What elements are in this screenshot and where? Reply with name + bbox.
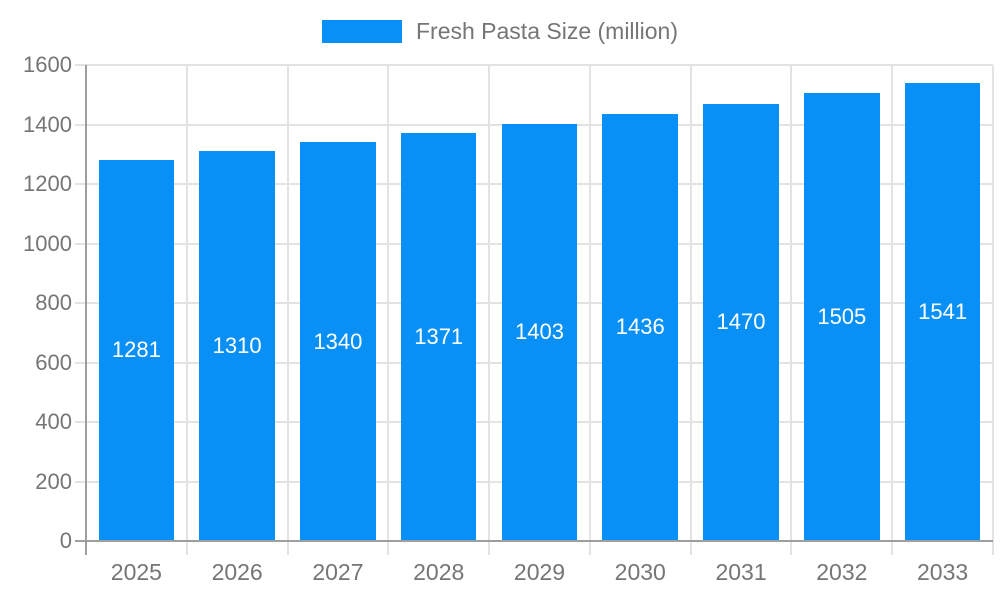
x-tick-label: 2030 (614, 559, 666, 585)
bar-2029: 1403 (501, 123, 578, 541)
category-boundary-line (588, 65, 591, 555)
bar-2032: 1505 (804, 93, 880, 541)
x-tick-label: 2031 (715, 559, 767, 585)
bar-2033: 1541 (904, 82, 981, 541)
bar-value-label: 1403 (515, 319, 564, 345)
category-boundary-line (286, 65, 289, 555)
category-boundary-line (185, 65, 188, 555)
x-tick-label: 2032 (816, 559, 868, 585)
x-tick-label: 2027 (312, 559, 364, 585)
category-boundary-line (891, 65, 894, 555)
x-tick-label: 2026 (211, 559, 263, 585)
y-tick-label: 1200 (23, 171, 72, 196)
y-gridline (75, 64, 993, 66)
bar-2025: 1281 (98, 159, 175, 541)
bar-cell: 1436 (590, 65, 691, 541)
bar-2031: 1470 (703, 103, 779, 541)
bar-cell: 1371 (388, 65, 489, 541)
x-tick-label: 2033 (917, 559, 969, 585)
category-boundary-line (387, 65, 390, 555)
bar-cell: 1281 (86, 65, 187, 541)
y-tick-label: 800 (35, 290, 72, 315)
category-boundary-line (790, 65, 793, 555)
bar-value-label: 1371 (414, 324, 464, 350)
chart-legend: Fresh Pasta Size (million) (0, 20, 1000, 43)
y-tick-label: 400 (35, 409, 72, 434)
category-boundary-line (488, 65, 491, 555)
y-tick-label: 1600 (23, 52, 72, 77)
bar-value-label: 1281 (111, 337, 161, 363)
bar-value-label: 1310 (212, 333, 262, 359)
x-tick-label: 2025 (110, 559, 162, 585)
bar-cell: 1470 (691, 65, 792, 541)
x-tick-label: 2028 (413, 559, 465, 585)
plot-area: 1281 2025 1310 2026 1340 2027 1371 2028 1403 2029… (75, 64, 994, 584)
bar-2027: 1340 (300, 142, 376, 541)
bar-2026: 1310 (199, 151, 275, 541)
bar-cell: 1310 (187, 65, 288, 541)
y-tick-label: 1400 (23, 111, 72, 137)
y-axis-labels: 0 200 400 600 800 1000 1200 1400 1600 (0, 54, 72, 552)
bar-2028: 1371 (400, 133, 477, 541)
y-tick-label: 0 (59, 528, 72, 553)
bar-cell: 1403 (489, 65, 590, 541)
y-tick-label: 600 (35, 349, 72, 375)
category-boundary-line (992, 65, 994, 555)
bar-value-label: 1436 (615, 314, 665, 340)
bar-value-label: 1340 (313, 328, 363, 354)
y-tick-label: 200 (35, 468, 72, 494)
bar-value-label: 1505 (817, 304, 867, 330)
bar-value-label: 1541 (918, 298, 968, 324)
y-tick-label: 1000 (23, 230, 72, 256)
x-axis-line (75, 540, 993, 542)
bar-2030: 1436 (602, 113, 679, 541)
bar-cell: 1541 (892, 65, 993, 541)
category-boundary-line (689, 65, 692, 555)
y-axis-line (85, 65, 87, 555)
x-tick-label: 2029 (513, 559, 566, 585)
bar-cell: 1340 (288, 65, 389, 541)
legend-label: Fresh Pasta Size (million) (415, 18, 679, 44)
bar-cell: 1505 (791, 65, 892, 541)
bar-value-label: 1470 (716, 309, 766, 335)
legend-swatch (321, 20, 402, 43)
